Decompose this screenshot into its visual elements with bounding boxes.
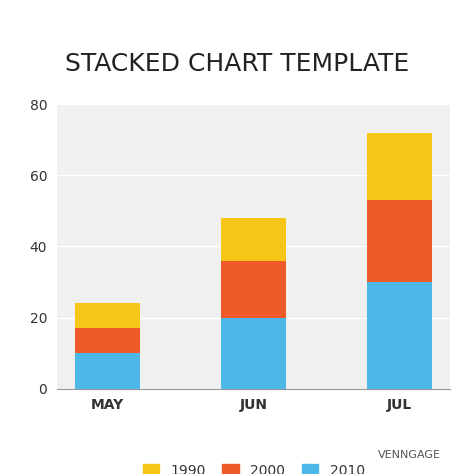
Bar [75, 353, 140, 389]
Bar [221, 218, 286, 261]
Bar [367, 282, 432, 389]
Bar [221, 261, 286, 318]
Bar [75, 328, 140, 353]
Bar [75, 303, 140, 328]
Text: STACKED CHART TEMPLATE: STACKED CHART TEMPLATE [65, 52, 409, 76]
Text: VENNGAGE: VENNGAGE [378, 450, 441, 460]
Bar [221, 318, 286, 389]
Bar [367, 133, 432, 200]
Bar [367, 200, 432, 282]
Legend: 1990, 2000, 2010: 1990, 2000, 2010 [137, 458, 370, 474]
